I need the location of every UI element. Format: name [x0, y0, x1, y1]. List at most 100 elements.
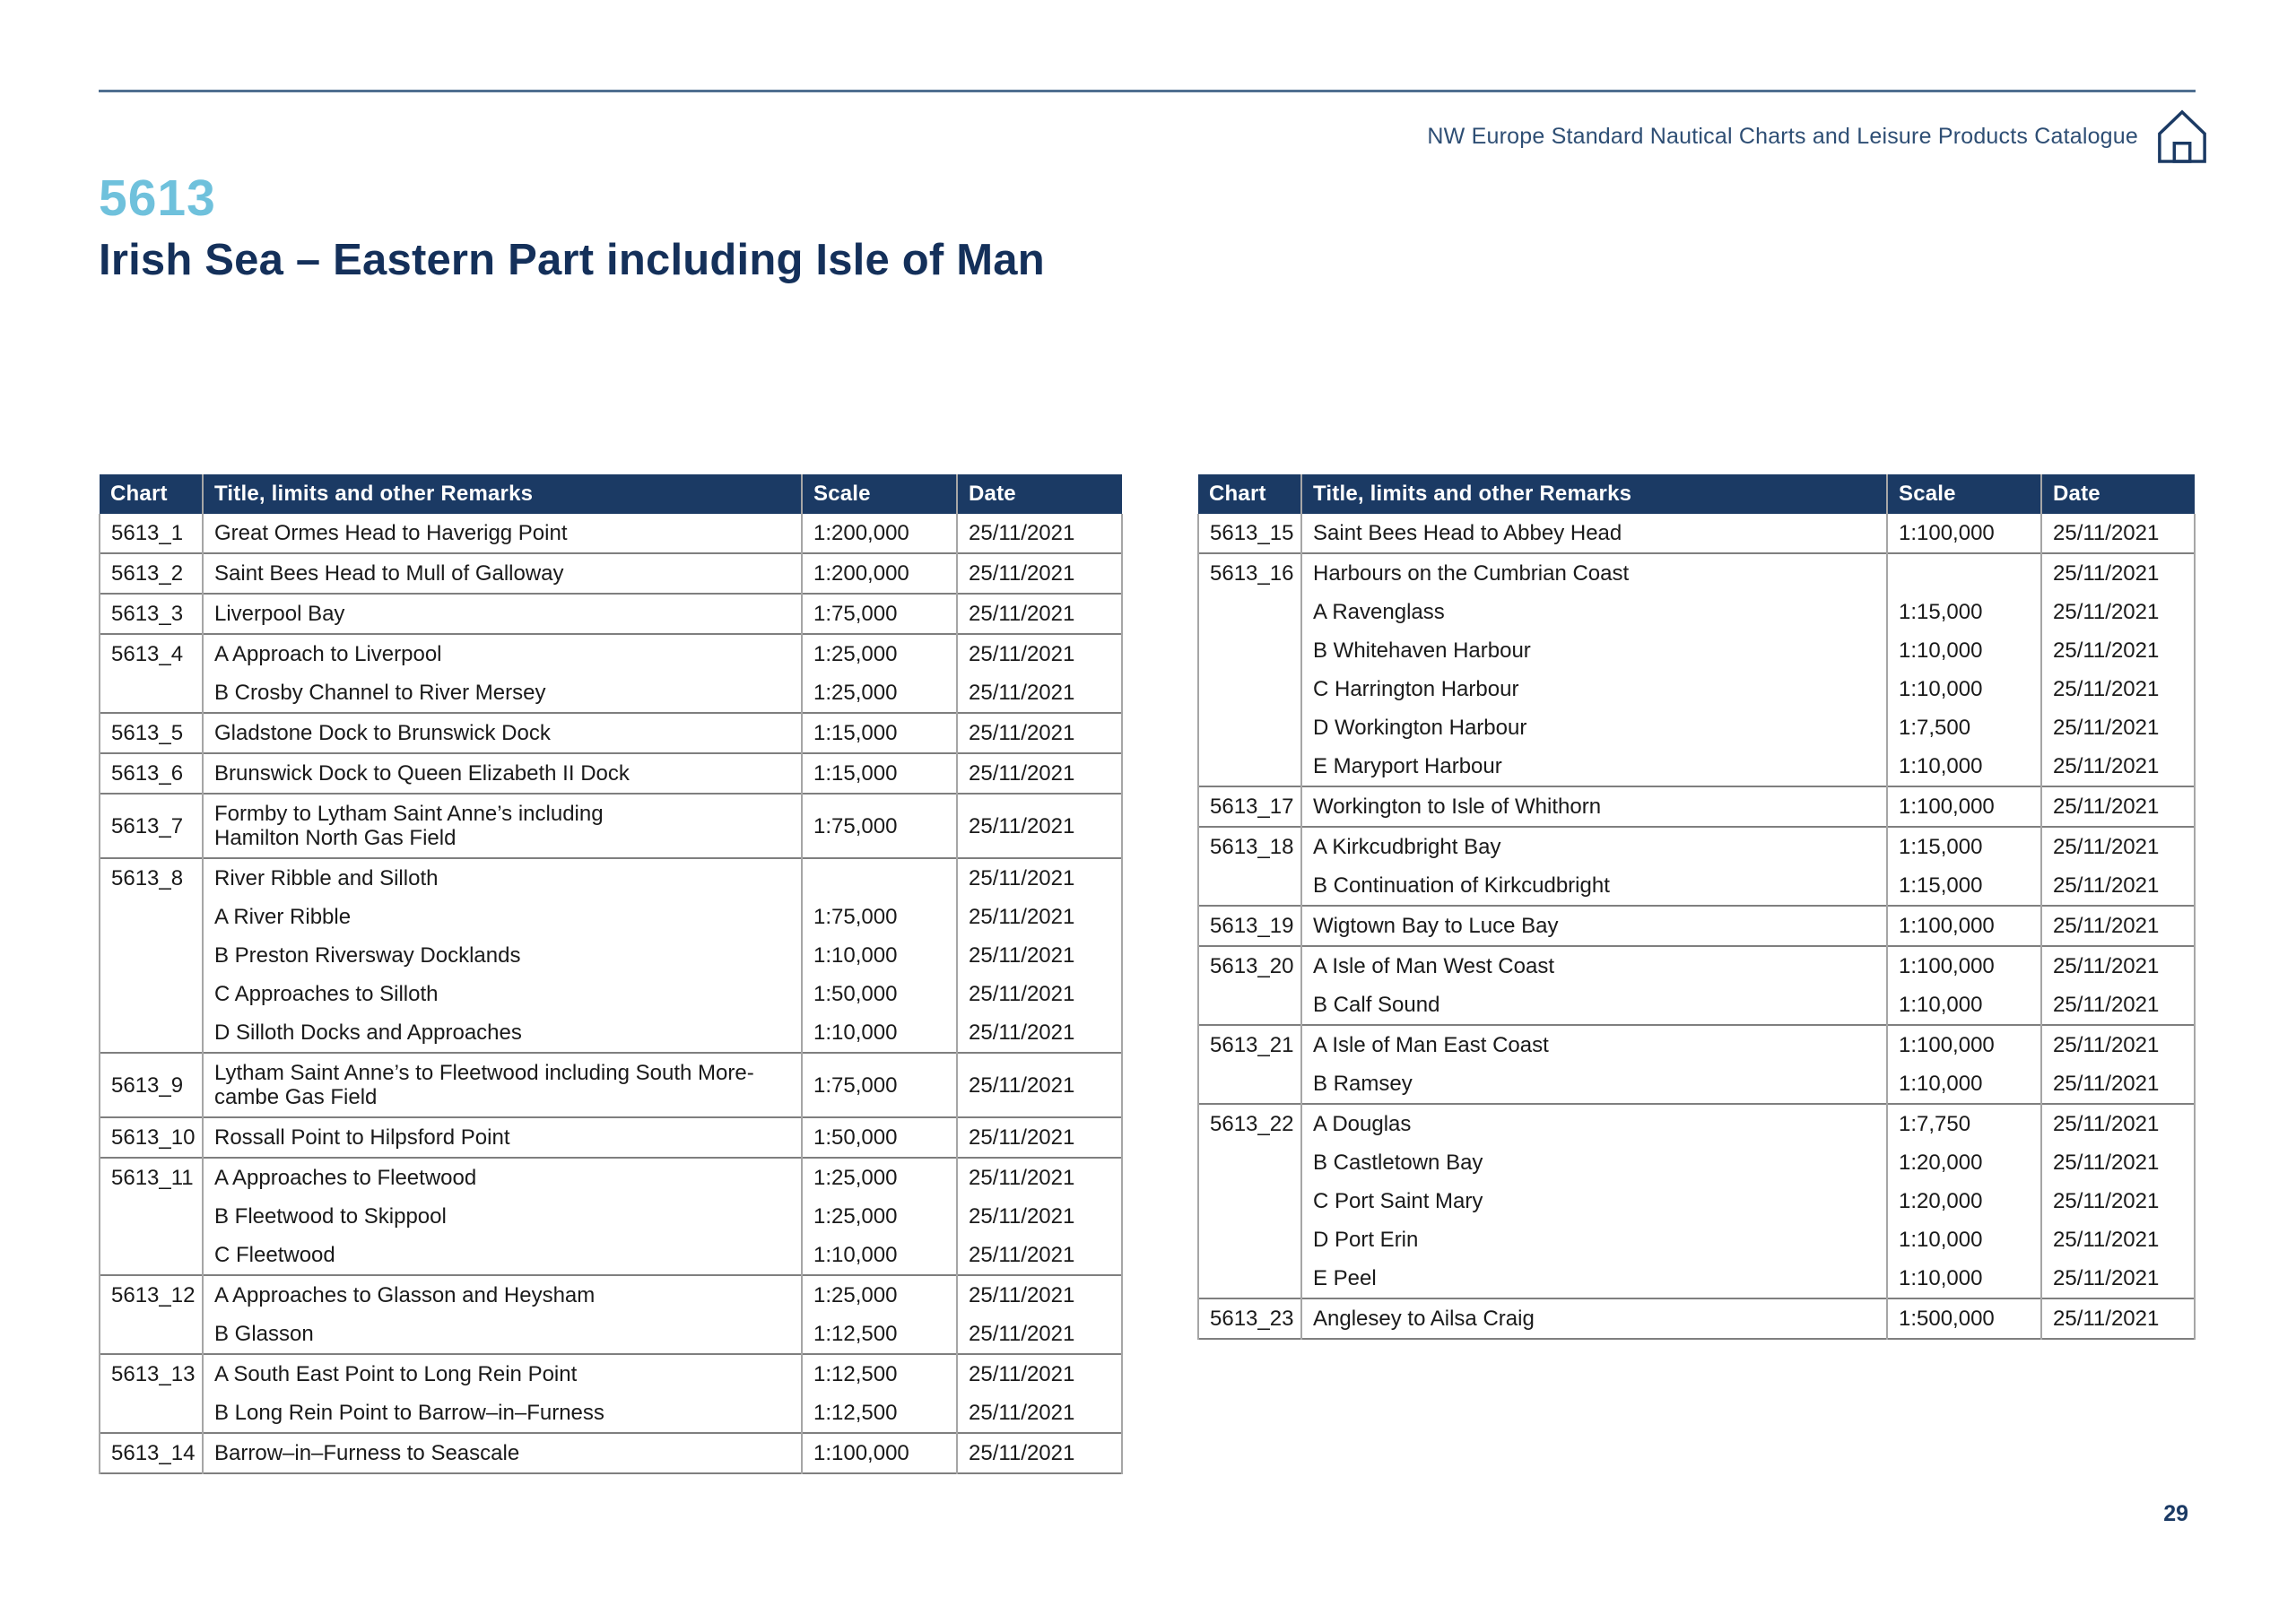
date-cell: 25/11/2021: [2040, 593, 2196, 631]
table-row: E Peel 1:10,000 25/11/2021: [1198, 1259, 2196, 1298]
scale-cell: 1:15,000: [801, 712, 958, 753]
title-cell: B Crosby Channel to River Mersey: [202, 673, 803, 713]
title-cell: B Calf Sound: [1300, 986, 1888, 1025]
header-divider: [99, 90, 2196, 92]
scale-cell: 1:50,000: [801, 1116, 958, 1158]
table-row: 5613_3 Liverpool Bay 1:75,000 25/11/2021: [99, 593, 1123, 634]
scale-cell: 1:12,500: [801, 1353, 958, 1394]
home-icon[interactable]: [2156, 108, 2208, 165]
scale-cell: 1:100,000: [1886, 905, 2042, 946]
table-row: B Whitehaven Harbour 1:10,000 25/11/2021: [1198, 631, 2196, 670]
date-cell: 25/11/2021: [956, 633, 1123, 673]
scale-cell: 1:25,000: [801, 673, 958, 713]
date-cell: 25/11/2021: [956, 673, 1123, 713]
title-cell: C Port Saint Mary: [1300, 1182, 1888, 1220]
date-cell: 25/11/2021: [956, 712, 1123, 753]
chart-cell: 5613_19: [1197, 905, 1302, 946]
scale-cell: 1:10,000: [1886, 1259, 2042, 1298]
table-row: A Ravenglass 1:15,000 25/11/2021: [1198, 593, 2196, 631]
title-cell: Saint Bees Head to Mull of Galloway: [202, 552, 803, 594]
header-row: Chart Title, limits and other Remarks Scal…: [1198, 474, 2195, 514]
scale-cell: [801, 857, 958, 898]
date-cell: 25/11/2021: [956, 1315, 1123, 1354]
scale-cell: 1:200,000: [801, 552, 958, 594]
scale-cell: 1:10,000: [801, 936, 958, 975]
date-cell: 25/11/2021: [956, 793, 1123, 858]
date-cell: 25/11/2021: [2040, 786, 2196, 827]
header-row: Chart Title, limits and other Remarks Scal…: [100, 474, 1122, 514]
title-cell: Liverpool Bay: [202, 593, 803, 634]
title-cell: A Ravenglass: [1300, 593, 1888, 631]
chart-cell: 5613_11: [99, 1157, 204, 1275]
date-cell: 25/11/2021: [2040, 747, 2196, 786]
chart-cell: 5613_5: [99, 712, 204, 753]
date-cell: 25/11/2021: [956, 752, 1123, 794]
table-row: 5613_13 A South East Point to Long Rein P…: [99, 1353, 1123, 1433]
title-cell: B Ramsey: [1300, 1064, 1888, 1104]
table-row: B Crosby Channel to River Mersey 1:25,000…: [100, 673, 1123, 713]
chart-cell: 5613_20: [1197, 945, 1302, 1025]
header: NW Europe Standard Nautical Charts and L…: [1427, 108, 2208, 165]
date-cell: 25/11/2021: [956, 1052, 1123, 1117]
title-cell: B Long Rein Point to Barrow–in–Furness: [202, 1394, 803, 1433]
scale-cell: 1:75,000: [801, 593, 958, 634]
title-cell: B Preston Riversway Docklands: [202, 936, 803, 975]
scale-cell: 1:15,000: [1886, 866, 2042, 906]
chart-cell: 5613_23: [1197, 1298, 1302, 1339]
chart-cell: 5613_14: [99, 1432, 204, 1473]
date-cell: 25/11/2021: [956, 857, 1123, 898]
scale-cell: 1:25,000: [801, 1197, 958, 1236]
title-cell: Wigtown Bay to Luce Bay: [1300, 905, 1888, 946]
table-row: 5613_11 A Approaches to Fleetwood 1:25,000…: [99, 1157, 1123, 1275]
table-row: B Continuation of Kirkcudbright 1:15,000 2…: [1198, 866, 2196, 906]
chart-number: 5613: [99, 169, 216, 227]
title-cell: A Approach to Liverpool: [202, 633, 803, 673]
chart-cell: 5613_15: [1197, 514, 1302, 553]
table-row: 5613_10 Rossall Point to Hilpsford Point 1…: [99, 1116, 1123, 1158]
chart-cell: 5613_1: [99, 514, 204, 553]
table-row: C Port Saint Mary 1:20,000 25/11/2021: [1198, 1182, 2196, 1220]
scale-cell: 1:200,000: [801, 514, 958, 553]
date-cell: 25/11/2021: [2040, 1220, 2196, 1259]
title-cell: A Douglas: [1300, 1103, 1888, 1143]
chart-table-right: Chart Title, limits and other Remarks Scal…: [1197, 474, 2196, 1340]
scale-cell: 1:10,000: [801, 1236, 958, 1275]
title-cell: C Approaches to Silloth: [202, 975, 803, 1013]
table-row: 5613_7 Formby to Lytham Saint Anne’s incl…: [99, 793, 1123, 858]
table-row: D Silloth Docks and Approaches 1:10,000 25…: [100, 1013, 1123, 1053]
scale-cell: [1886, 552, 2042, 593]
table-row: 5613_2 Saint Bees Head to Mull of Gallowa…: [99, 552, 1123, 594]
date-cell: 25/11/2021: [2040, 986, 2196, 1025]
scale-cell: 1:100,000: [1886, 514, 2042, 553]
chart-cell: 5613_4: [99, 633, 204, 713]
title-cell: A Isle of Man West Coast: [1300, 945, 1888, 986]
table-row: 5613_8 River Ribble and Silloth 25/11/2021: [99, 857, 1123, 1053]
table-row: 5613_21 A Isle of Man East Coast 1:100,000…: [1197, 1024, 2196, 1104]
table-row: B Long Rein Point to Barrow–in–Furness 1:…: [100, 1394, 1123, 1433]
scale-cell: 1:100,000: [801, 1432, 958, 1473]
table-row: 5613_12 A Approaches to Glasson and Heysh…: [99, 1274, 1123, 1354]
date-cell: 25/11/2021: [956, 975, 1123, 1013]
date-cell: 25/11/2021: [956, 593, 1123, 634]
title-cell: B Fleetwood to Skippool: [202, 1197, 803, 1236]
table-row: B Castletown Bay 1:20,000 25/11/2021: [1198, 1143, 2196, 1182]
title-cell: Harbours on the Cumbrian Coast: [1300, 552, 1888, 593]
table-row: C Approaches to Silloth 1:50,000 25/11/202…: [100, 975, 1123, 1013]
scale-cell: 1:10,000: [801, 1013, 958, 1053]
table-row: 5613_18 A Kirkcudbright Bay 1:15,000 25/11/…: [1197, 826, 2196, 906]
table-row: C Harrington Harbour 1:10,000 25/11/2021: [1198, 670, 2196, 708]
title-cell: B Continuation of Kirkcudbright: [1300, 866, 1888, 906]
chart-cell: 5613_10: [99, 1116, 204, 1158]
title-cell: Barrow–in–Furness to Seascale: [202, 1432, 803, 1473]
title-cell: Workington to Isle of Whithorn: [1300, 786, 1888, 827]
date-cell: 25/11/2021: [956, 1274, 1123, 1315]
title-cell: E Maryport Harbour: [1300, 747, 1888, 786]
scale-cell: 1:100,000: [1886, 1024, 2042, 1064]
scale-cell: 1:10,000: [1886, 747, 2042, 786]
date-cell: 25/11/2021: [2040, 552, 2196, 593]
chart-cell: 5613_7: [99, 793, 204, 858]
date-cell: 25/11/2021: [2040, 670, 2196, 708]
table-row: 5613_22 A Douglas 1:7,750 25/11/2021: [1197, 1103, 2196, 1298]
chart-cell: 5613_22: [1197, 1103, 1302, 1298]
date-cell: 25/11/2021: [956, 1353, 1123, 1394]
